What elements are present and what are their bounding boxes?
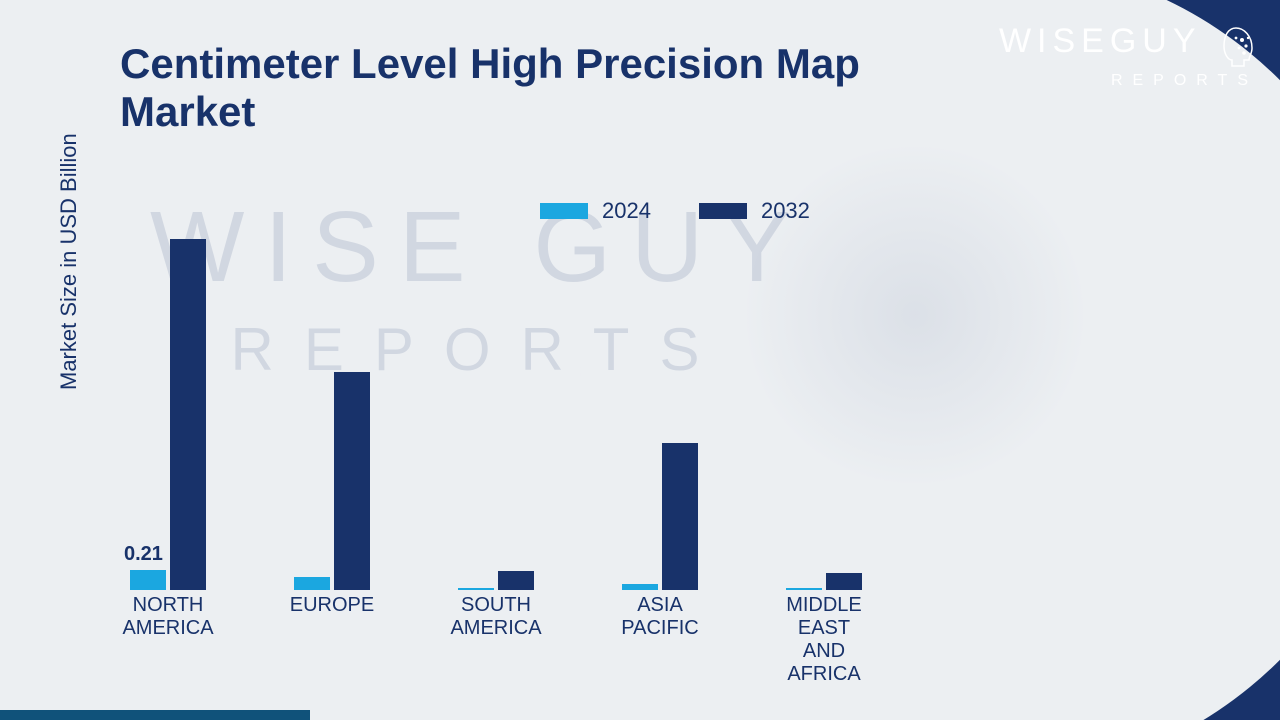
- bar-s2032: [498, 571, 534, 590]
- chart-area: 0.21: [100, 230, 920, 590]
- x-axis-labels: NORTHAMERICAEUROPESOUTHAMERICAASIAPACIFI…: [100, 594, 920, 704]
- x-tick-label: EUROPE: [257, 594, 407, 617]
- bar-s2024: [622, 584, 658, 590]
- chart-title: Centimeter Level High Precision Map Mark…: [120, 40, 880, 137]
- legend-swatch-2024: [540, 203, 588, 219]
- legend-item-2032: 2032: [699, 198, 810, 224]
- bar-s2024: [786, 588, 822, 590]
- plot-area: 0.21: [100, 230, 920, 590]
- x-tick-label: ASIAPACIFIC: [585, 594, 735, 640]
- bar-s2032: [334, 372, 370, 590]
- legend-label-2024: 2024: [602, 198, 651, 224]
- bar-s2024: [294, 577, 330, 590]
- brand-logo: WISEGUY REPORTS: [999, 22, 1258, 90]
- bar-s2032: [826, 573, 862, 590]
- brand-head-icon: [1214, 26, 1258, 70]
- x-tick-label: NORTHAMERICA: [93, 594, 243, 640]
- legend-label-2032: 2032: [761, 198, 810, 224]
- x-tick-label: SOUTHAMERICA: [421, 594, 571, 640]
- brand-line2: REPORTS: [999, 72, 1258, 90]
- page-root: WISE GUY REPORTS WISEGUY REPORTS Centime…: [0, 0, 1280, 720]
- bar-s2032: [662, 443, 698, 590]
- x-tick-label: MIDDLEEASTANDAFRICA: [749, 594, 899, 686]
- brand-line1: WISEGUY: [999, 22, 1202, 60]
- legend-swatch-2032: [699, 203, 747, 219]
- bar-value-label: 0.21: [124, 543, 163, 566]
- bar-s2024: [130, 570, 166, 590]
- bar-s2024: [458, 588, 494, 590]
- bar-s2032: [170, 239, 206, 590]
- legend: 2024 2032: [540, 198, 810, 224]
- bottom-accent-bar: [0, 710, 310, 720]
- y-axis-label: Market Size in USD Billion: [56, 133, 82, 390]
- legend-item-2024: 2024: [540, 198, 651, 224]
